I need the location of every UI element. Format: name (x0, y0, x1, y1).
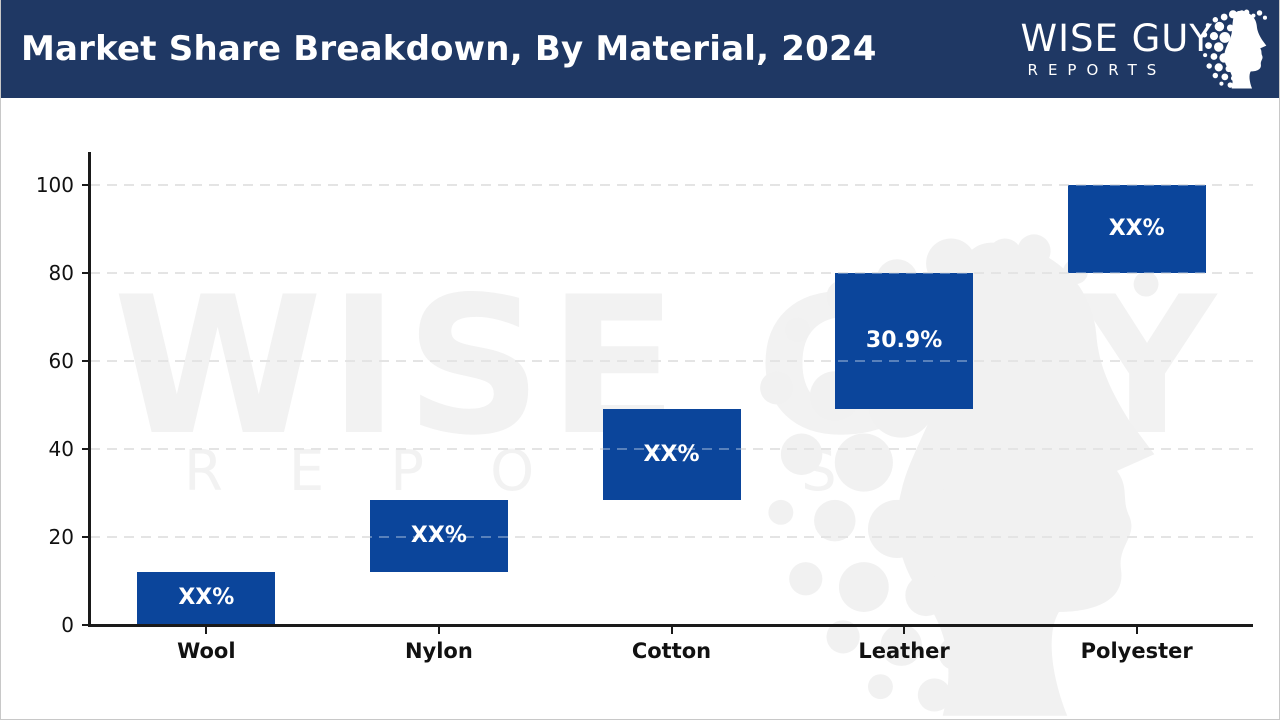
x-axis-line (88, 624, 1253, 627)
gridline (90, 272, 1253, 274)
category-label: Polyester (1080, 639, 1193, 663)
y-tick (82, 448, 90, 450)
y-tick-label: 40 (48, 437, 74, 461)
category-label: Leather (858, 639, 950, 663)
y-tick (82, 536, 90, 538)
bar-wool (137, 571, 276, 625)
bar-value-label: XX% (1108, 216, 1165, 241)
gridline-overlay (90, 448, 1253, 450)
bar-value-label: XX% (410, 522, 467, 548)
bar-value-label: XX% (643, 441, 700, 467)
x-tick (903, 626, 906, 634)
x-tick (670, 626, 673, 634)
y-tick-label: 60 (48, 349, 74, 373)
y-tick (82, 624, 90, 626)
brand-name: WISE GUY (1020, 16, 1213, 60)
x-tick (1135, 626, 1138, 634)
y-tick-label: 80 (48, 261, 74, 285)
category-label: Cotton (631, 639, 712, 663)
brand-logo: WISE GUY REPORTS (1021, 8, 1267, 90)
gridline-overlay (90, 272, 1253, 274)
gridline (90, 360, 1253, 362)
category-label: Wool (177, 639, 236, 663)
header-bar: Market Share Breakdown, By Material, 202… (1, 0, 1279, 98)
chart-area: WISE GUY REPORTS 0 20 40 60 80 100 XX% Wool XX% N… (1, 98, 1279, 719)
y-tick-label: 0 (61, 613, 74, 637)
y-tick-label: 20 (48, 525, 74, 549)
bar-cotton (602, 408, 741, 501)
gridline-overlay (90, 360, 1253, 362)
y-tick (82, 360, 90, 362)
bar-value-label: XX% (178, 585, 235, 611)
gridline-overlay (90, 536, 1253, 538)
x-tick (437, 626, 440, 634)
y-axis-line (88, 152, 91, 627)
page-title: Market Share Breakdown, By Material, 202… (21, 29, 877, 69)
bar-polyester (1067, 185, 1206, 273)
bar-nylon (369, 500, 508, 572)
x-tick (205, 626, 208, 634)
bar-leather (835, 273, 974, 409)
gridline (90, 536, 1253, 538)
gridline (90, 184, 1253, 186)
category-label: Nylon (404, 639, 473, 663)
bar-value-label: 30.9% (865, 327, 943, 353)
brand-tagline: REPORTS (1027, 60, 1167, 79)
y-tick (82, 272, 90, 274)
y-tick-label: 100 (35, 173, 74, 197)
y-tick (82, 184, 90, 186)
gridline-overlay (90, 184, 1253, 186)
